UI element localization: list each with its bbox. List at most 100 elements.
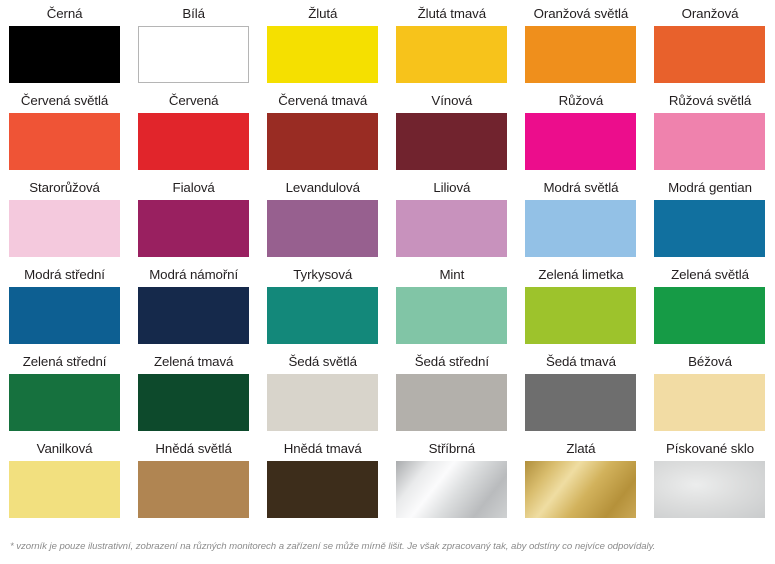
swatch-cell[interactable]: Růžová	[516, 91, 645, 178]
swatch-color[interactable]	[525, 374, 637, 431]
swatch-color[interactable]	[138, 461, 250, 518]
swatch-color[interactable]	[654, 113, 766, 170]
swatch-color[interactable]	[9, 374, 120, 431]
swatch-label: Šedá střední	[414, 354, 489, 369]
swatch-cell[interactable]: Černá	[0, 4, 129, 91]
swatch-cell[interactable]: Zelená světlá	[645, 265, 774, 352]
swatch-color[interactable]	[525, 113, 637, 170]
swatch-cell[interactable]: Modrá gentian	[645, 178, 774, 265]
swatch-color[interactable]	[267, 200, 379, 257]
swatch-label: Červená tmavá	[278, 93, 368, 108]
swatch-color[interactable]	[9, 287, 120, 344]
swatch-color[interactable]	[9, 113, 120, 170]
swatch-color[interactable]	[9, 26, 120, 83]
swatch-color[interactable]	[138, 374, 250, 431]
swatch-cell[interactable]: Oranžová	[645, 4, 774, 91]
swatch-color[interactable]	[9, 461, 120, 518]
swatch-label: Růžová	[558, 93, 604, 108]
swatch-label: Zlatá	[566, 441, 596, 456]
swatch-cell[interactable]: Starorůžová	[0, 178, 129, 265]
swatch-color[interactable]	[396, 200, 508, 257]
swatch-color[interactable]	[525, 26, 637, 83]
swatch-color[interactable]	[396, 461, 508, 518]
swatch-label: Vanilková	[36, 441, 93, 456]
swatch-label: Černá	[46, 6, 83, 21]
swatch-color[interactable]	[267, 26, 379, 83]
swatch-color[interactable]	[654, 374, 766, 431]
swatch-color[interactable]	[267, 287, 379, 344]
swatch-cell[interactable]: Šedá tmavá	[516, 352, 645, 439]
swatch-cell[interactable]: Zelená střední	[0, 352, 129, 439]
swatch-cell[interactable]: Červená tmavá	[258, 91, 387, 178]
swatch-color[interactable]	[654, 461, 766, 518]
swatch-label: Modrá gentian	[668, 180, 752, 195]
swatch-label: Zelená střední	[22, 354, 107, 369]
swatch-label: Šedá světlá	[288, 354, 357, 369]
swatch-color[interactable]	[138, 26, 250, 83]
swatch-cell[interactable]: Modrá světlá	[516, 178, 645, 265]
swatch-cell[interactable]: Béžová	[645, 352, 774, 439]
swatch-cell[interactable]: Červená světlá	[0, 91, 129, 178]
swatch-label: Béžová	[688, 354, 732, 369]
swatch-cell[interactable]: Liliová	[387, 178, 516, 265]
swatch-cell[interactable]: Modrá námořní	[129, 265, 258, 352]
swatch-color[interactable]	[267, 461, 379, 518]
swatch-label: Stříbrná	[428, 441, 476, 456]
swatch-cell[interactable]: Žlutá tmavá	[387, 4, 516, 91]
swatch-label: Růžová světlá	[668, 93, 752, 108]
swatch-cell[interactable]: Tyrkysová	[258, 265, 387, 352]
swatch-cell[interactable]: Pískované sklo	[645, 439, 774, 526]
swatch-color[interactable]	[654, 200, 766, 257]
swatch-cell[interactable]: Červená	[129, 91, 258, 178]
swatch-label: Modrá střední	[24, 267, 105, 282]
footnote-disclaimer: * vzorník je pouze ilustrativní, zobraze…	[10, 541, 656, 552]
swatch-color[interactable]	[267, 374, 379, 431]
swatch-cell[interactable]: Zlatá	[516, 439, 645, 526]
swatch-label: Žlutá	[308, 6, 338, 21]
swatch-cell[interactable]: Vanilková	[0, 439, 129, 526]
swatch-label: Tyrkysová	[293, 267, 353, 282]
swatch-cell[interactable]: Mint	[387, 265, 516, 352]
swatch-cell[interactable]: Bílá	[129, 4, 258, 91]
swatch-color[interactable]	[396, 26, 508, 83]
swatch-cell[interactable]: Zelená limetka	[516, 265, 645, 352]
swatch-label: Zelená limetka	[538, 267, 624, 282]
swatch-label: Žlutá tmavá	[417, 6, 487, 21]
swatch-label: Bílá	[182, 6, 205, 21]
swatch-cell[interactable]: Zelená tmavá	[129, 352, 258, 439]
swatch-color[interactable]	[396, 374, 508, 431]
swatch-color[interactable]	[396, 113, 508, 170]
swatch-color[interactable]	[138, 200, 250, 257]
swatch-color[interactable]	[525, 461, 637, 518]
swatch-label: Vínová	[431, 93, 473, 108]
swatch-cell[interactable]: Šedá střední	[387, 352, 516, 439]
swatch-cell[interactable]: Růžová světlá	[645, 91, 774, 178]
swatch-color[interactable]	[654, 287, 766, 344]
swatch-cell[interactable]: Hnědá tmavá	[258, 439, 387, 526]
swatch-label: Modrá námořní	[149, 267, 239, 282]
swatch-label: Červená světlá	[20, 93, 109, 108]
swatch-color[interactable]	[654, 26, 766, 83]
swatch-grid: Černá Bílá Žlutá Žlutá tmavá Oranžová světlá…	[0, 4, 774, 526]
swatch-cell[interactable]: Modrá střední	[0, 265, 129, 352]
swatch-cell[interactable]: Stříbrná	[387, 439, 516, 526]
swatch-cell[interactable]: Hnědá světlá	[129, 439, 258, 526]
swatch-color[interactable]	[267, 113, 379, 170]
swatch-color[interactable]	[138, 113, 250, 170]
swatch-color[interactable]	[525, 200, 637, 257]
swatch-color[interactable]	[138, 287, 250, 344]
swatch-cell[interactable]: Žlutá	[258, 4, 387, 91]
swatch-cell[interactable]: Fialová	[129, 178, 258, 265]
swatch-label: Mint	[439, 267, 465, 282]
swatch-label: Zelená světlá	[671, 267, 749, 282]
swatch-color[interactable]	[396, 287, 508, 344]
swatch-color[interactable]	[525, 287, 637, 344]
swatch-label: Šedá tmavá	[545, 354, 616, 369]
swatch-label: Hnědá světlá	[155, 441, 232, 456]
swatch-cell[interactable]: Levandulová	[258, 178, 387, 265]
swatch-color[interactable]	[9, 200, 120, 257]
swatch-cell[interactable]: Šedá světlá	[258, 352, 387, 439]
swatch-cell[interactable]: Vínová	[387, 91, 516, 178]
swatch-cell[interactable]: Oranžová světlá	[516, 4, 645, 91]
